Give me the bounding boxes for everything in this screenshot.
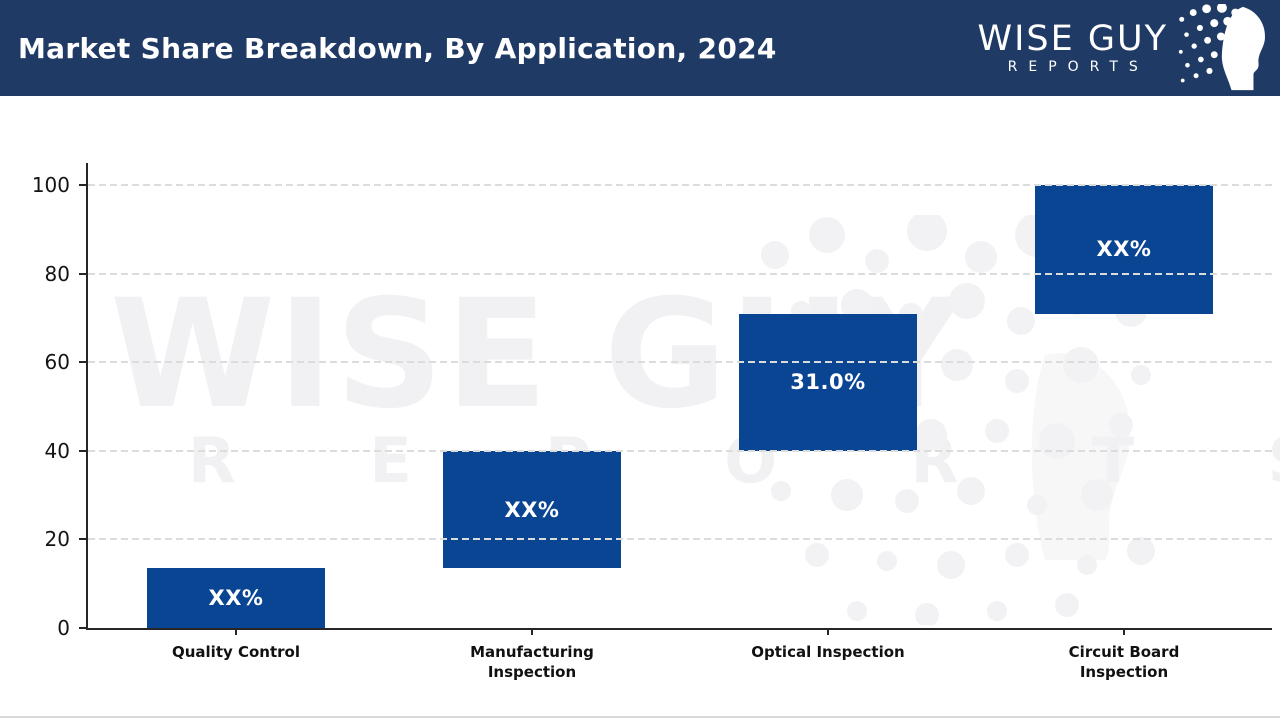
y-axis-tick-label: 20 [44,527,70,552]
x-axis-category-label: Quality Control [171,643,301,661]
brand-subtitle: REPORTS [1007,59,1149,75]
gridline-20 [88,538,1272,541]
x-axis-tick-quality-control [235,628,237,635]
footer-divider [0,716,1280,718]
header-bar: Market Share Breakdown, By Application, … [0,0,1280,96]
brand-name: WISE GUY [977,19,1168,59]
y-axis-line [86,163,88,628]
bar-optical-inspection: 31.0% [739,313,917,451]
gridline-100 [88,184,1272,187]
x-axis-category-label: Optical Inspection [751,643,905,661]
wise-guy-face-icon [1178,4,1266,91]
bar-value-label: 31.0% [790,370,866,395]
y-axis-tick-label: 100 [31,173,70,198]
y-axis-tick-0 [79,627,86,629]
y-axis-tick-100 [79,184,86,187]
x-axis-category-label: Circuit Board Inspection [1068,643,1180,681]
bar-value-label: XX% [504,497,560,522]
bar-value-label: XX% [1096,237,1152,262]
plot-area: 0 20 40 60 80 100 XX% Quality Control XX% Manufac… [32,163,1272,681]
x-axis-category-label: Manufacturing Inspection [470,643,594,681]
x-axis-tick-circuit-board-inspection [1123,628,1125,635]
gridline-80 [88,272,1272,275]
gridline-60 [88,361,1272,364]
y-axis-tick-label: 0 [57,616,70,640]
bar-circuit-board-inspection: XX% [1035,185,1213,314]
y-axis-tick-label: 40 [44,438,70,463]
y-axis-tick-80 [79,272,86,275]
brand-logo: WISE GUY REPORTS [977,0,1270,96]
brand-logo-text: WISE GUY REPORTS [977,21,1168,75]
y-axis-tick-20 [79,538,86,541]
x-axis-tick-manufacturing-inspection [531,628,533,635]
gridline-40 [88,449,1272,452]
bar-manufacturing-inspection: XX% [443,450,621,569]
y-axis-tick-label: 60 [44,350,70,375]
x-axis-tick-optical-inspection [827,628,829,635]
x-axis-line [86,627,1272,630]
bar-value-label: XX% [208,586,264,611]
y-axis-tick-60 [79,361,86,364]
y-axis-tick-40 [79,449,86,452]
y-axis-tick-label: 80 [44,261,70,286]
page-title: Market Share Breakdown, By Application, … [18,31,777,65]
bar-quality-control: XX% [147,568,325,628]
